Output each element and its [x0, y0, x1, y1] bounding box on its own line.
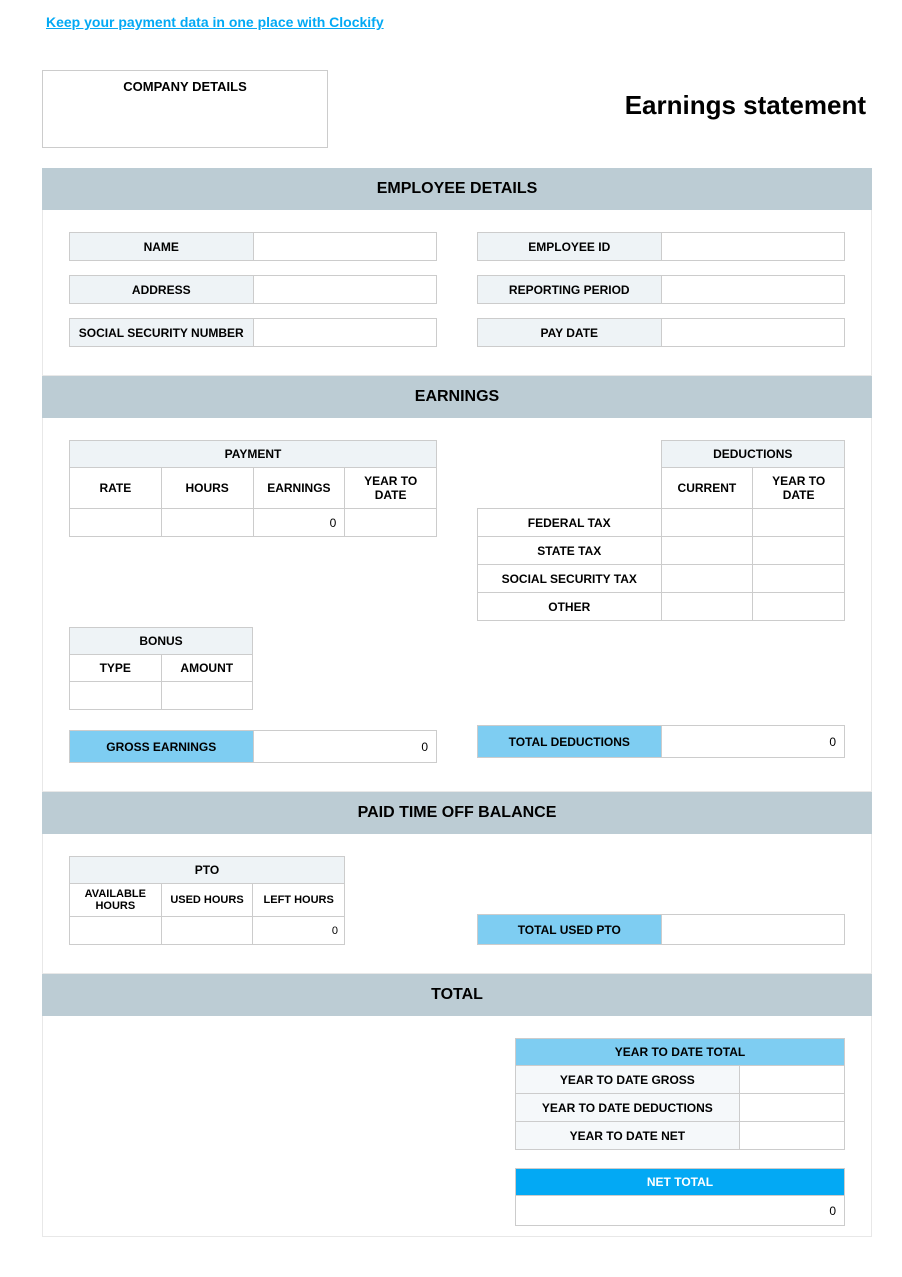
total-header: TOTAL	[42, 974, 872, 1016]
reporting-period-label: REPORTING PERIOD	[478, 276, 662, 304]
other-label: OTHER	[478, 593, 662, 621]
ss-tax-label: SOCIAL SECURITY TAX	[478, 565, 662, 593]
bonus-amount-value[interactable]	[161, 682, 253, 710]
earnings-col-label: EARNINGS	[253, 468, 345, 509]
payment-label: PAYMENT	[70, 441, 437, 468]
address-value[interactable]	[253, 276, 437, 304]
pay-date-label: PAY DATE	[478, 319, 662, 347]
available-hours-value[interactable]	[70, 917, 162, 945]
employee-id-value[interactable]	[661, 233, 845, 261]
name-value[interactable]	[253, 233, 437, 261]
page-title: Earnings statement	[625, 70, 872, 121]
rate-label: RATE	[70, 468, 162, 509]
ytd-ded-label: YEAR TO DATE DEDUCTIONS	[516, 1094, 740, 1122]
earnings-value[interactable]: 0	[253, 509, 345, 537]
gross-earnings-value: 0	[253, 731, 437, 763]
total-used-pto-value	[661, 915, 845, 945]
employee-id-label: EMPLOYEE ID	[478, 233, 662, 261]
total-deductions-value: 0	[661, 726, 845, 758]
ytd-value[interactable]	[345, 509, 437, 537]
pto-header: PAID TIME OFF BALANCE	[42, 792, 872, 834]
gross-earnings-label: GROSS EARNINGS	[70, 731, 254, 763]
company-details-box: COMPANY DETAILS	[42, 70, 328, 148]
bonus-amount-label: AMOUNT	[161, 655, 253, 682]
ytd-gross-label: YEAR TO DATE GROSS	[516, 1066, 740, 1094]
net-total-label: NET TOTAL	[516, 1169, 845, 1196]
employee-details-header: EMPLOYEE DETAILS	[42, 168, 872, 210]
ytd-net-label: YEAR TO DATE NET	[516, 1122, 740, 1150]
ytd-total-label: YEAR TO DATE TOTAL	[516, 1039, 845, 1066]
state-tax-label: STATE TAX	[478, 537, 662, 565]
ssn-value[interactable]	[253, 319, 437, 347]
other-ytd[interactable]	[753, 593, 845, 621]
ytd-net-value	[739, 1122, 844, 1150]
company-details-label: COMPANY DETAILS	[123, 79, 247, 94]
used-hours-label: USED HOURS	[161, 884, 253, 917]
federal-tax-current[interactable]	[661, 509, 753, 537]
pay-date-value[interactable]	[661, 319, 845, 347]
net-total-value: 0	[516, 1196, 845, 1226]
ytd-ded-value	[739, 1094, 844, 1122]
ssn-label: SOCIAL SECURITY NUMBER	[70, 319, 254, 347]
hours-value[interactable]	[161, 509, 253, 537]
pto-label: PTO	[70, 857, 345, 884]
ss-tax-ytd[interactable]	[753, 565, 845, 593]
state-tax-current[interactable]	[661, 537, 753, 565]
other-current[interactable]	[661, 593, 753, 621]
earnings-header: EARNINGS	[42, 376, 872, 418]
ytd-label: YEAR TO DATE	[345, 468, 437, 509]
used-hours-value[interactable]	[161, 917, 253, 945]
deductions-label: DEDUCTIONS	[661, 441, 845, 468]
available-hours-label: AVAILABLE HOURS	[70, 884, 162, 917]
ded-ytd-label: YEAR TO DATE	[753, 468, 845, 509]
address-label: ADDRESS	[70, 276, 254, 304]
rate-value[interactable]	[70, 509, 162, 537]
bonus-label: BONUS	[70, 628, 253, 655]
name-label: NAME	[70, 233, 254, 261]
clockify-link[interactable]: Keep your payment data in one place with…	[0, 0, 902, 40]
bonus-type-value[interactable]	[70, 682, 162, 710]
total-deductions-label: TOTAL DEDUCTIONS	[478, 726, 662, 758]
hours-label: HOURS	[161, 468, 253, 509]
bonus-type-label: TYPE	[70, 655, 162, 682]
ss-tax-current[interactable]	[661, 565, 753, 593]
federal-tax-ytd[interactable]	[753, 509, 845, 537]
ytd-gross-value	[739, 1066, 844, 1094]
total-used-pto-label: TOTAL USED PTO	[478, 915, 662, 945]
current-label: CURRENT	[661, 468, 753, 509]
reporting-period-value[interactable]	[661, 276, 845, 304]
left-hours-value[interactable]: 0	[253, 917, 345, 945]
federal-tax-label: FEDERAL TAX	[478, 509, 662, 537]
left-hours-label: LEFT HOURS	[253, 884, 345, 917]
state-tax-ytd[interactable]	[753, 537, 845, 565]
